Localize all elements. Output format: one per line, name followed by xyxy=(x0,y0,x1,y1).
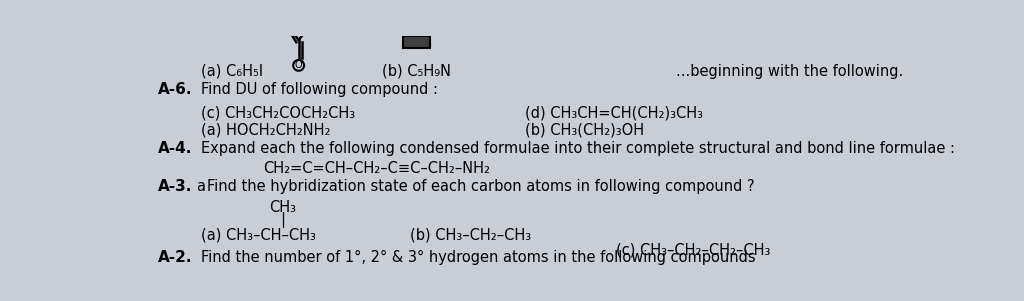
Text: (c) CH₃–CH₂–CH₂–CH₃: (c) CH₃–CH₂–CH₂–CH₃ xyxy=(616,243,770,257)
Text: (a) CH₃–CH–CH₃: (a) CH₃–CH–CH₃ xyxy=(201,227,315,242)
Text: ...beginning with the following.: ...beginning with the following. xyxy=(676,64,903,79)
Bar xyxy=(403,36,430,48)
Text: (a) HOCH₂CH₂NH₂: (a) HOCH₂CH₂NH₂ xyxy=(201,123,331,137)
Text: (b) CH₃(CH₂)₃OH: (b) CH₃(CH₂)₃OH xyxy=(524,123,644,137)
Text: Find the hybridization state of each carbon atoms in following compound ?: Find the hybridization state of each car… xyxy=(207,179,755,194)
Text: a: a xyxy=(197,179,205,194)
Text: (b) C₅H₉N: (b) C₅H₉N xyxy=(382,64,451,79)
Text: O: O xyxy=(295,61,302,70)
Text: CH₂=C=CH–CH₂–C≡C–CH₂–NH₂: CH₂=C=CH–CH₂–C≡C–CH₂–NH₂ xyxy=(263,161,489,176)
Text: Expand each the following condensed formulae into their complete structural and : Expand each the following condensed form… xyxy=(201,141,955,156)
Text: A-4.: A-4. xyxy=(158,141,193,156)
Text: |: | xyxy=(281,212,286,228)
Text: Find the number of 1°, 2° & 3° hydrogen atoms in the following compounds: Find the number of 1°, 2° & 3° hydrogen … xyxy=(201,250,756,265)
Text: A-3.: A-3. xyxy=(158,179,193,194)
Text: (a) C₆H₅I: (a) C₆H₅I xyxy=(201,64,263,79)
Text: A-2.: A-2. xyxy=(158,250,193,265)
Text: A-6.: A-6. xyxy=(158,82,193,97)
Text: (b) CH₃–CH₂–CH₃: (b) CH₃–CH₂–CH₃ xyxy=(410,227,530,242)
Text: (d) CH₃CH=CH(CH₂)₃CH₃: (d) CH₃CH=CH(CH₂)₃CH₃ xyxy=(524,105,702,120)
Text: Find DU of following compound :: Find DU of following compound : xyxy=(201,82,438,97)
Text: (c) CH₃CH₂COCH₂CH₃: (c) CH₃CH₂COCH₂CH₃ xyxy=(201,105,355,120)
Text: CH₃: CH₃ xyxy=(269,200,296,215)
